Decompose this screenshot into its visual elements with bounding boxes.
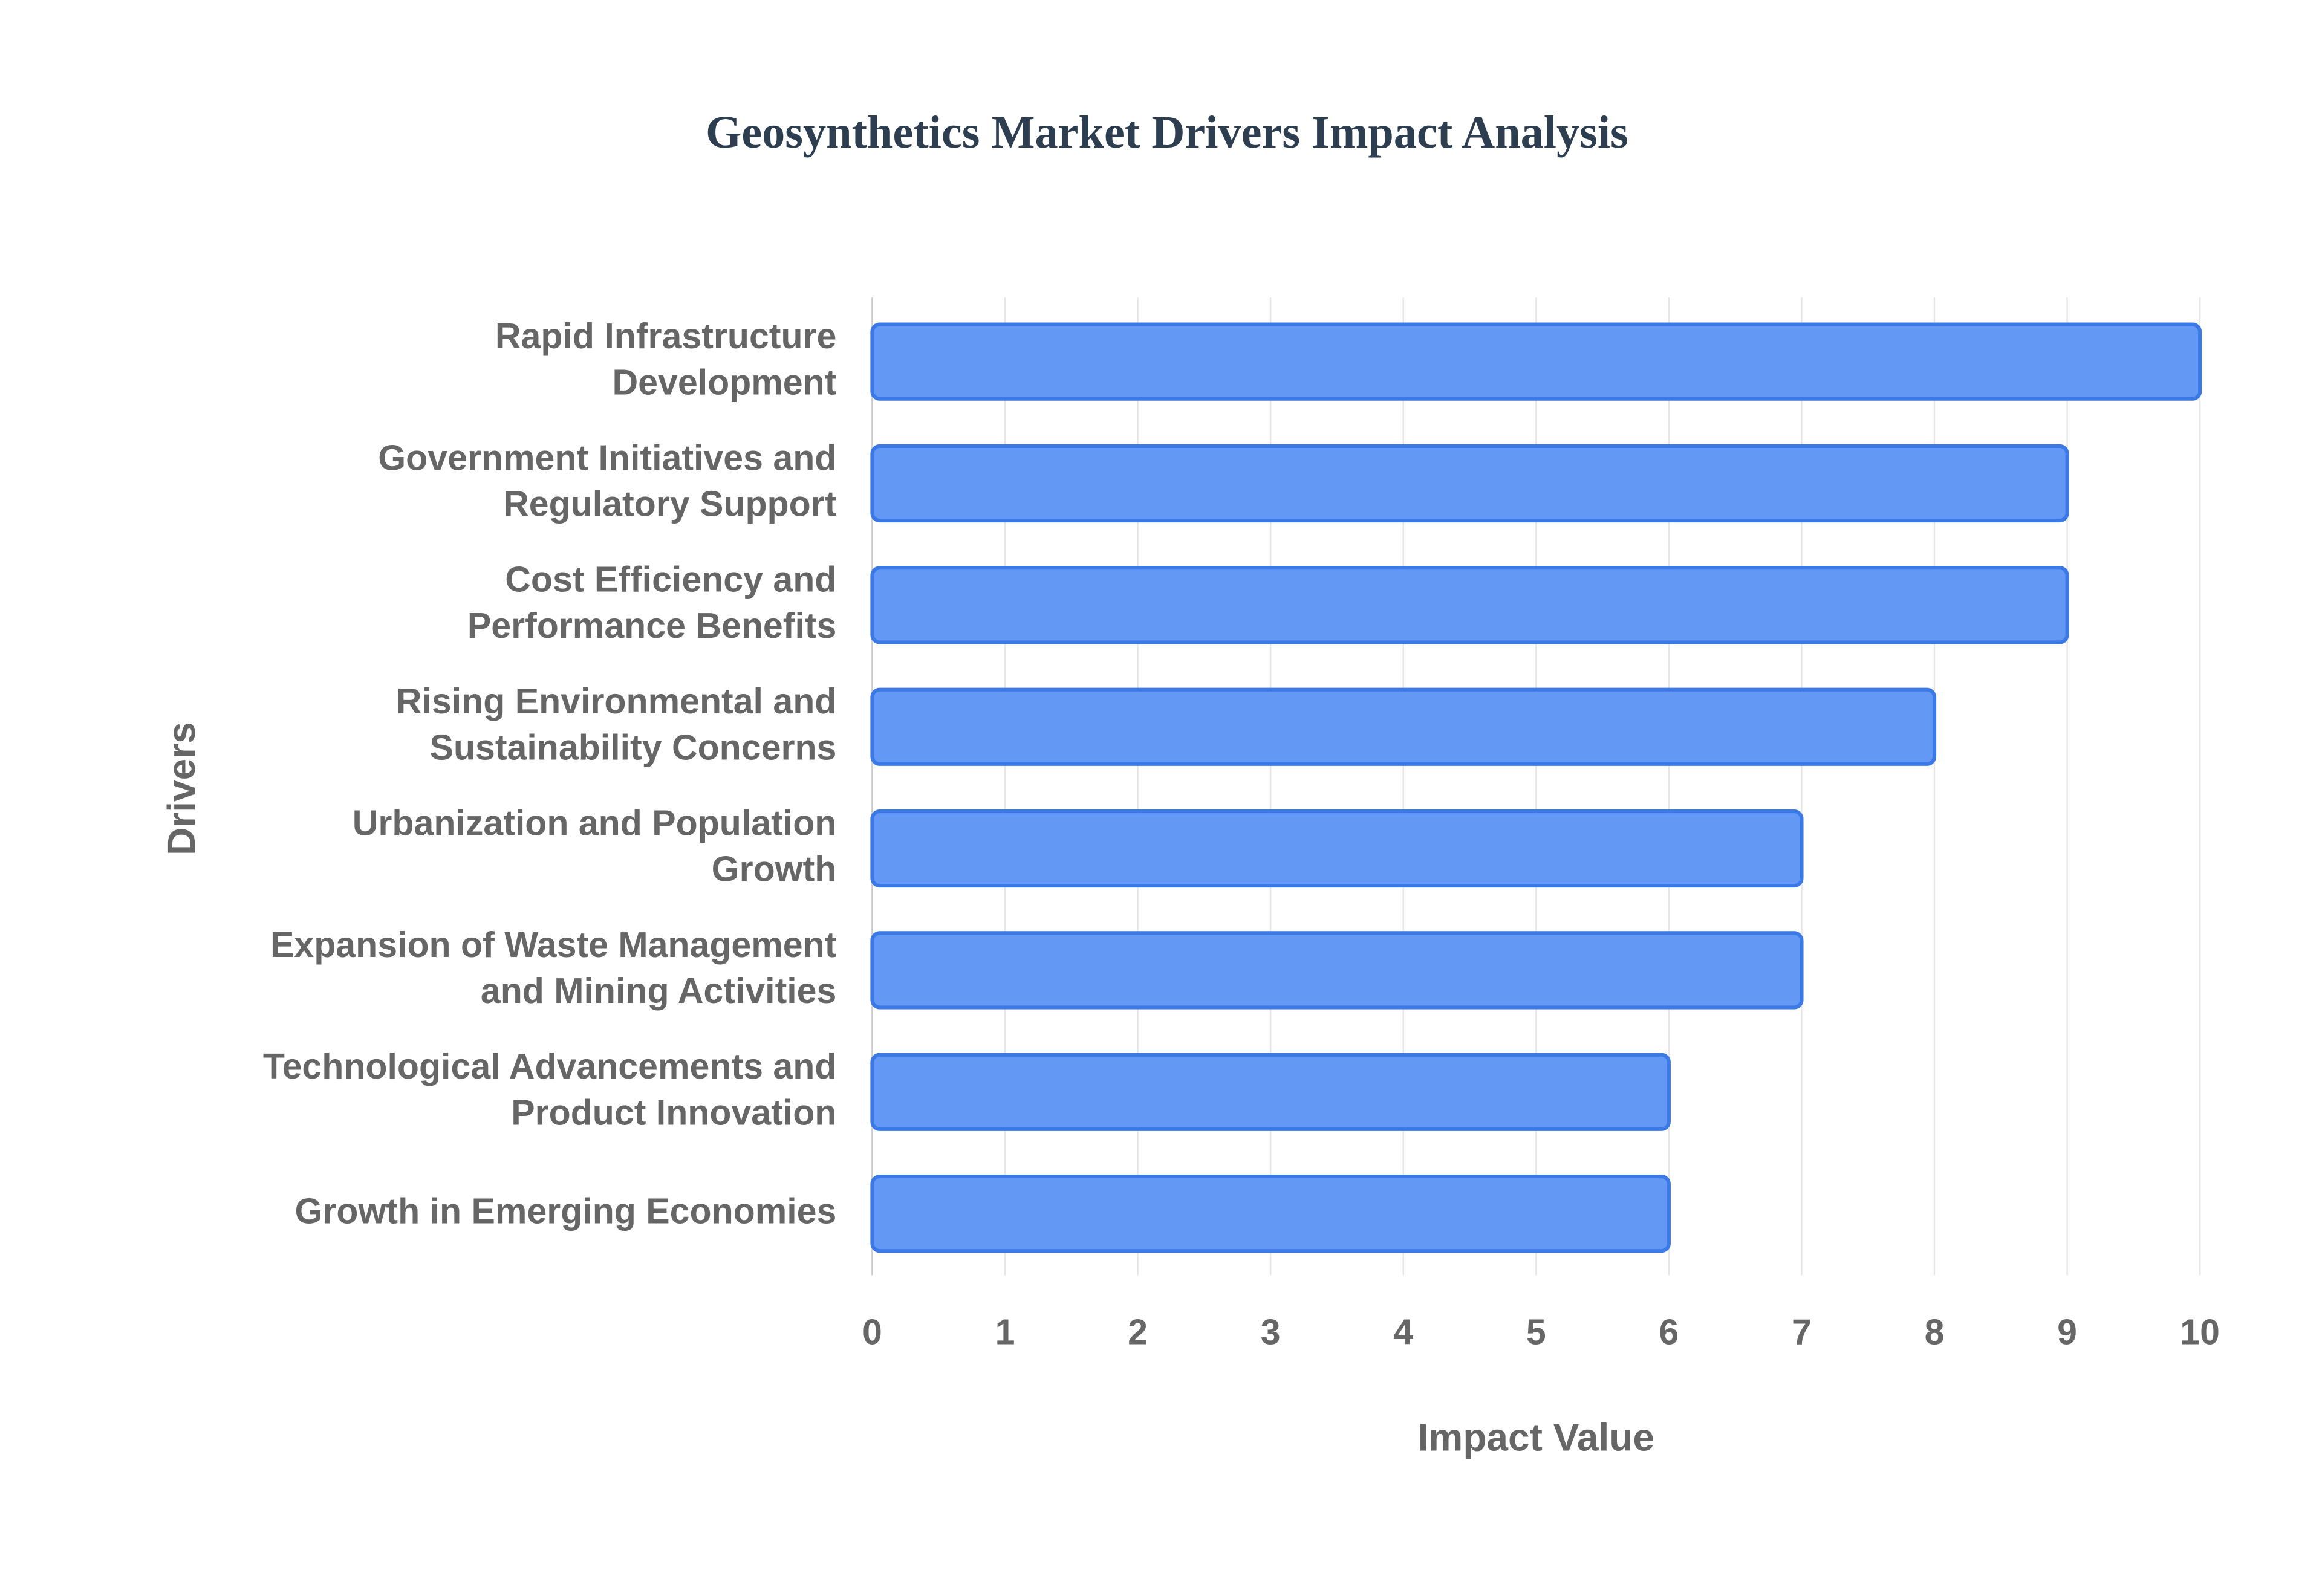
- x-tick-label: 6: [1659, 1312, 1679, 1352]
- chart-title: Geosynthetics Market Drivers Impact Anal…: [706, 106, 1628, 158]
- bar: [870, 566, 2069, 644]
- x-tick-label: 3: [1261, 1312, 1281, 1352]
- bar: [870, 1175, 1671, 1253]
- y-tick-label: Urbanization and Population Growth: [353, 803, 837, 889]
- x-tick-label: 4: [1393, 1312, 1413, 1352]
- x-tick-label: 8: [1925, 1312, 1945, 1352]
- bar: [870, 444, 2069, 523]
- x-tick-label: 0: [862, 1312, 882, 1352]
- y-tick-label: Rapid Infrastructure Development: [495, 316, 836, 402]
- x-tick-label: 2: [1128, 1312, 1148, 1352]
- bar: [870, 809, 1804, 888]
- x-axis-title: Impact Value: [1418, 1416, 1654, 1459]
- y-tick-label: Growth in Emerging Economies: [294, 1191, 836, 1231]
- bar: [870, 1053, 1671, 1131]
- y-tick-label: Cost Efficiency and Performance Benefits: [467, 559, 837, 645]
- x-tick-label: 9: [2057, 1312, 2077, 1352]
- y-tick-label: Rising Environmental and Sustainability C…: [396, 681, 837, 767]
- y-tick-label: Expansion of Waste Management and Mining …: [270, 924, 836, 1010]
- x-tick-label: 5: [1526, 1312, 1546, 1352]
- bar: [870, 931, 1804, 1010]
- y-axis-title: Drivers: [160, 722, 203, 855]
- x-tick-label: 1: [995, 1312, 1015, 1352]
- bar: [870, 322, 2202, 401]
- x-tick-label: 7: [1792, 1312, 1812, 1352]
- y-tick-label: Technological Advancements and Product In…: [263, 1046, 837, 1132]
- y-tick-label: Government Initiatives and Regulatory Sup…: [378, 438, 836, 524]
- bar: [870, 687, 1937, 766]
- x-tick-label: 10: [2180, 1312, 2220, 1352]
